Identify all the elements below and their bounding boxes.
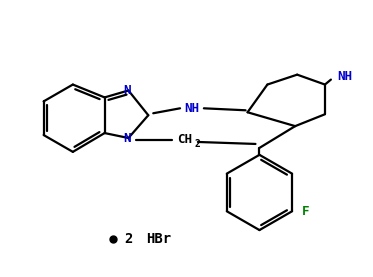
Text: 2: 2 [124,232,133,246]
Text: 2: 2 [195,139,201,149]
Text: CH: CH [178,134,192,147]
Text: N: N [124,84,131,97]
Text: NH: NH [337,70,352,83]
Text: N: N [124,132,131,145]
Text: NH: NH [185,102,200,115]
Text: F: F [302,205,310,218]
Text: HBr: HBr [145,232,171,246]
